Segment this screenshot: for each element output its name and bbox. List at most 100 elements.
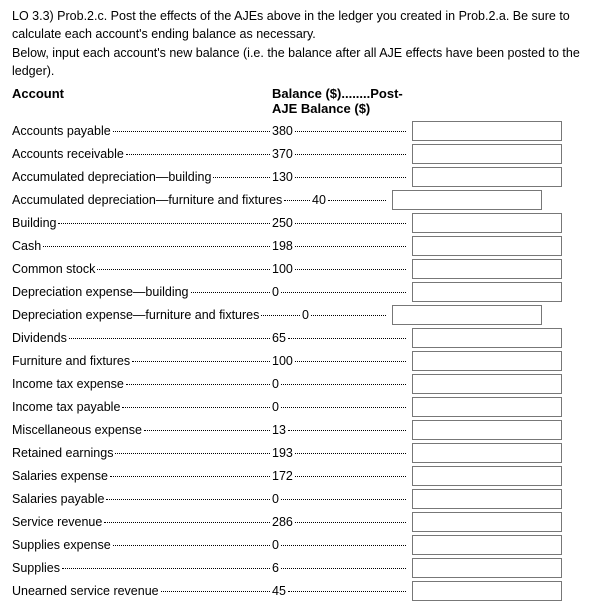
post-aje-input[interactable] bbox=[412, 236, 562, 256]
account-row: Accumulated depreciation—furniture and f… bbox=[12, 189, 604, 211]
account-label-cell: Accounts payable bbox=[12, 124, 272, 138]
post-aje-input[interactable] bbox=[412, 351, 562, 371]
post-aje-input[interactable] bbox=[412, 535, 562, 555]
account-row: Dividends 65 bbox=[12, 327, 604, 349]
account-row: Cash198 bbox=[12, 235, 604, 257]
balance-cell: 45 bbox=[272, 584, 412, 598]
input-cell bbox=[412, 535, 572, 555]
leader-dots bbox=[132, 361, 270, 362]
input-cell bbox=[412, 512, 572, 532]
post-aje-input[interactable] bbox=[412, 397, 562, 417]
balance-cell: 100 bbox=[272, 262, 412, 276]
account-row: Furniture and fixtures100 bbox=[12, 350, 604, 372]
account-label: Accounts receivable bbox=[12, 147, 124, 161]
account-label-cell: Income tax expense bbox=[12, 377, 272, 391]
account-label-cell: Miscellaneous expense bbox=[12, 423, 272, 437]
input-cell bbox=[412, 167, 572, 187]
balance-value: 172 bbox=[272, 469, 293, 483]
post-aje-input[interactable] bbox=[392, 190, 542, 210]
balance-cell: 65 bbox=[272, 331, 412, 345]
account-row: Unearned service revenue45 bbox=[12, 580, 604, 602]
input-cell bbox=[412, 466, 572, 486]
post-aje-input[interactable] bbox=[412, 581, 562, 601]
account-label-cell: Depreciation expense—building bbox=[12, 285, 272, 299]
input-cell bbox=[412, 213, 572, 233]
leader-dots bbox=[288, 591, 406, 592]
leader-dots bbox=[104, 522, 270, 523]
leader-dots bbox=[281, 545, 406, 546]
balance-cell: 198 bbox=[272, 239, 412, 253]
account-label-cell: Salaries expense bbox=[12, 469, 272, 483]
post-aje-input[interactable] bbox=[412, 259, 562, 279]
leader-dots bbox=[295, 131, 406, 132]
leader-dots bbox=[295, 246, 406, 247]
input-cell bbox=[412, 351, 572, 371]
balance-cell: 250 bbox=[272, 216, 412, 230]
input-cell bbox=[412, 397, 572, 417]
post-aje-input[interactable] bbox=[412, 374, 562, 394]
account-label: Income tax expense bbox=[12, 377, 124, 391]
input-cell bbox=[412, 581, 572, 601]
leader-dots bbox=[281, 407, 406, 408]
account-row: Common stock 100 bbox=[12, 258, 604, 280]
leader-dots bbox=[295, 361, 406, 362]
post-aje-input[interactable] bbox=[412, 489, 562, 509]
post-aje-input[interactable] bbox=[412, 282, 562, 302]
account-row: Accounts receivable370 bbox=[12, 143, 604, 165]
input-cell bbox=[412, 420, 572, 440]
input-cell bbox=[412, 259, 572, 279]
leader-dots bbox=[106, 499, 270, 500]
intro-line-1: LO 3.3) Prob.2.c. Post the effects of th… bbox=[12, 8, 604, 43]
account-label-cell: Depreciation expense—furniture and fixtu… bbox=[12, 308, 302, 322]
balance-value: 65 bbox=[272, 331, 286, 345]
leader-dots bbox=[113, 131, 270, 132]
leader-dots bbox=[122, 407, 270, 408]
account-label: Retained earnings bbox=[12, 446, 113, 460]
post-aje-input[interactable] bbox=[412, 167, 562, 187]
account-label: Salaries expense bbox=[12, 469, 108, 483]
account-label: Dividends bbox=[12, 331, 67, 345]
leader-dots bbox=[311, 315, 386, 316]
leader-dots bbox=[110, 476, 270, 477]
leader-dots bbox=[328, 200, 386, 201]
input-cell bbox=[412, 144, 572, 164]
balance-value: 0 bbox=[272, 492, 279, 506]
input-cell bbox=[412, 374, 572, 394]
balance-value: 380 bbox=[272, 124, 293, 138]
leader-dots bbox=[288, 430, 406, 431]
leader-dots bbox=[281, 292, 406, 293]
leader-dots bbox=[113, 545, 270, 546]
leader-dots bbox=[213, 177, 270, 178]
account-label: Supplies bbox=[12, 561, 60, 575]
post-aje-input[interactable] bbox=[412, 420, 562, 440]
post-aje-input[interactable] bbox=[412, 121, 562, 141]
post-aje-input[interactable] bbox=[412, 443, 562, 463]
account-row: Depreciation expense—furniture and fixtu… bbox=[12, 304, 604, 326]
input-cell bbox=[412, 328, 572, 348]
post-aje-input[interactable] bbox=[412, 144, 562, 164]
input-cell bbox=[412, 443, 572, 463]
account-row: Service revenue286 bbox=[12, 511, 604, 533]
post-aje-input[interactable] bbox=[412, 558, 562, 578]
account-label: Common stock bbox=[12, 262, 95, 276]
post-aje-input[interactable] bbox=[412, 213, 562, 233]
balance-cell: 0 bbox=[272, 377, 412, 391]
account-row: Miscellaneous expense13 bbox=[12, 419, 604, 441]
leader-dots bbox=[284, 200, 310, 201]
account-row: Accounts payable380 bbox=[12, 120, 604, 142]
leader-dots bbox=[126, 154, 270, 155]
post-aje-input[interactable] bbox=[412, 466, 562, 486]
account-row: Building 250 bbox=[12, 212, 604, 234]
balance-cell: 100 bbox=[272, 354, 412, 368]
account-label-cell: Service revenue bbox=[12, 515, 272, 529]
account-label-cell: Cash bbox=[12, 239, 272, 253]
input-cell bbox=[412, 558, 572, 578]
leader-dots bbox=[115, 453, 270, 454]
post-aje-input[interactable] bbox=[412, 512, 562, 532]
balance-cell: 0 bbox=[272, 400, 412, 414]
leader-dots bbox=[126, 384, 270, 385]
account-label: Building bbox=[12, 216, 56, 230]
post-aje-input[interactable] bbox=[412, 328, 562, 348]
balance-cell: 130 bbox=[272, 170, 412, 184]
post-aje-input[interactable] bbox=[392, 305, 542, 325]
